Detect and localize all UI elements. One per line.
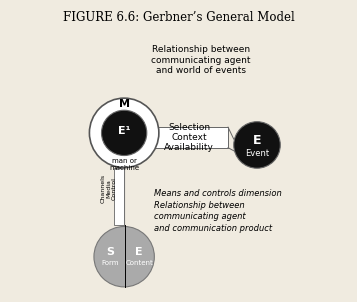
- Bar: [114, 168, 124, 225]
- Circle shape: [234, 122, 280, 168]
- Text: FIGURE 6.6: Gerbner’s General Model: FIGURE 6.6: Gerbner’s General Model: [62, 11, 295, 24]
- Text: S: S: [106, 247, 115, 257]
- Text: M: M: [119, 99, 130, 109]
- Bar: [150, 127, 228, 148]
- Text: Selection
Context
Availability: Selection Context Availability: [164, 123, 214, 152]
- Circle shape: [101, 110, 147, 156]
- Text: man or
machine: man or machine: [109, 158, 139, 171]
- Text: Form: Form: [102, 260, 119, 266]
- Text: Channels
Media
Control: Channels Media Control: [100, 174, 117, 203]
- Text: Content: Content: [125, 260, 153, 266]
- Text: E: E: [253, 134, 261, 147]
- Text: Means and controls dimension
Relationship between
communicating agent
and commun: Means and controls dimension Relationshi…: [154, 189, 282, 233]
- Text: Relationship between
communicating agent
and world of events: Relationship between communicating agent…: [151, 46, 251, 75]
- Text: E¹: E¹: [118, 126, 130, 137]
- Circle shape: [89, 98, 159, 168]
- Text: Event: Event: [245, 149, 269, 158]
- Text: E: E: [135, 247, 143, 257]
- Circle shape: [94, 226, 154, 287]
